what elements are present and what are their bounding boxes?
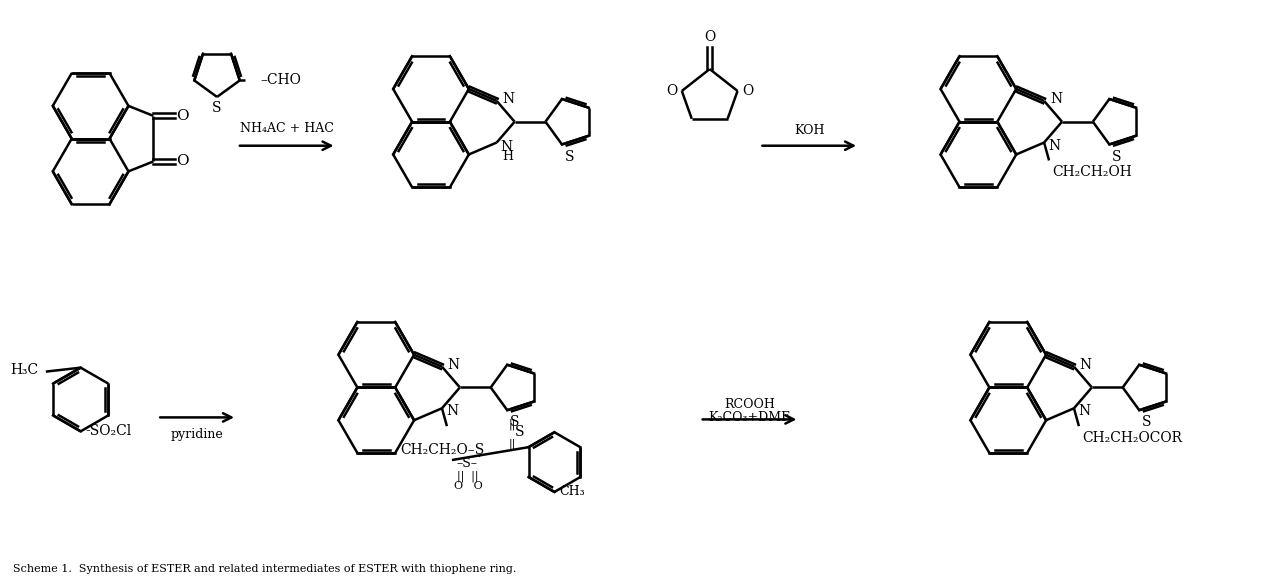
Text: CH₂CH₂O–Ṣ: CH₂CH₂O–Ṣ [400,443,484,457]
Text: O: O [176,155,189,168]
Text: -SO₂Cl: -SO₂Cl [86,425,132,438]
Text: N: N [1079,358,1091,372]
Text: O: O [703,30,715,44]
Text: Scheme 1.  Synthesis of ESTER and related intermediates of ESTER with thiophene : Scheme 1. Synthesis of ESTER and related… [13,564,517,574]
Text: KOH: KOH [793,124,824,137]
Text: NH₄AC + HAC: NH₄AC + HAC [239,122,333,135]
Text: N: N [448,358,459,372]
Text: O: O [176,109,189,123]
Text: ||: || [509,419,516,430]
Text: S: S [565,149,574,163]
Text: S: S [212,101,221,115]
Text: O: O [742,84,754,98]
Text: S: S [509,415,520,429]
Text: –CHO: –CHO [261,74,301,88]
Text: N: N [500,139,513,153]
Text: N: N [503,92,514,106]
Text: CH₂CH₂OCOR: CH₂CH₂OCOR [1082,431,1182,445]
Text: O: O [666,84,678,98]
Text: N: N [446,405,458,418]
Text: S: S [1112,149,1121,163]
Text: –S–: –S– [457,456,478,469]
Text: O   O: O O [454,481,482,491]
Text: H: H [503,150,513,163]
Text: H₃C: H₃C [10,363,39,377]
Text: ||  ||: || || [457,470,478,482]
Text: K₂CO₃+DMF: K₂CO₃+DMF [709,411,791,424]
Text: pyridine: pyridine [171,428,224,441]
Text: N: N [1051,92,1062,106]
Text: CH₂CH₂OH: CH₂CH₂OH [1052,165,1132,179]
Text: CH₃: CH₃ [559,486,585,499]
Text: N: N [1048,139,1060,152]
Text: RCOOH: RCOOH [724,398,775,411]
Text: S: S [1142,415,1151,429]
Text: ||: || [509,439,516,450]
Text: S: S [514,425,525,439]
Text: N: N [1078,405,1091,418]
